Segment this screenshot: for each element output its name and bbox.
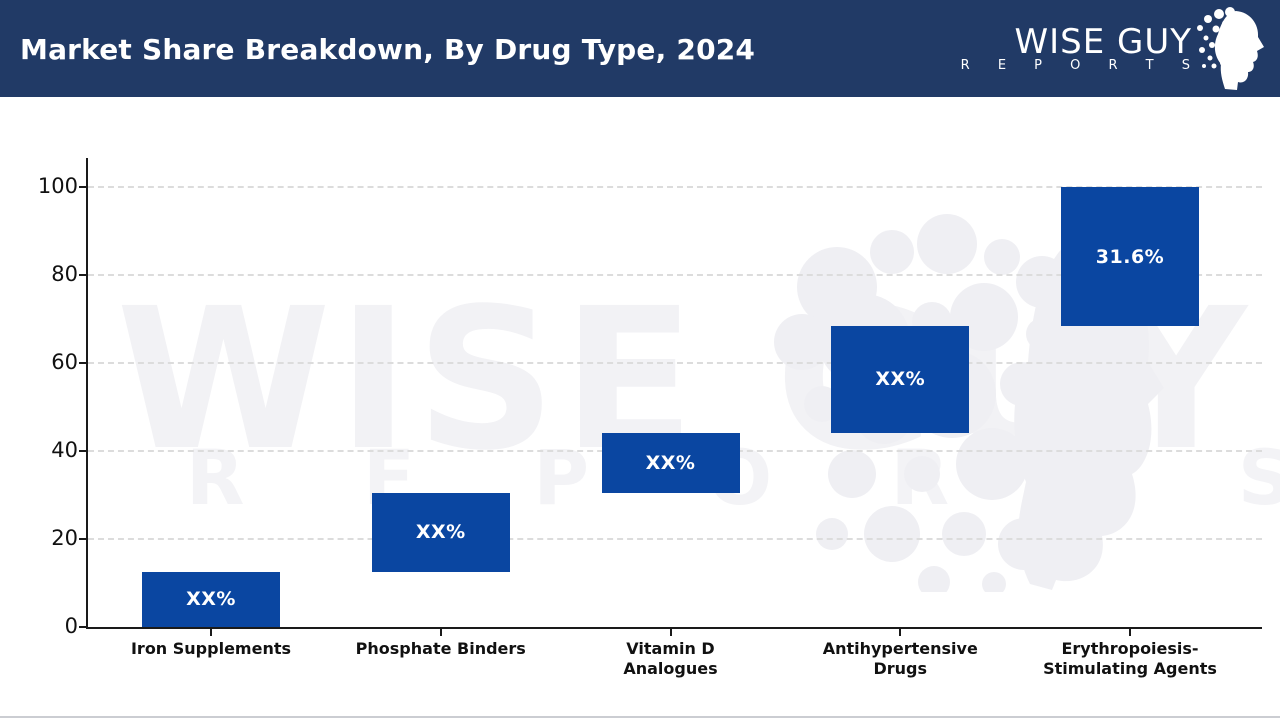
category-label-line: Stimulating Agents (1043, 659, 1217, 678)
category-label-iron-supplements: Iron Supplements (81, 639, 341, 659)
brand-logo: WISE GUY R E P O R T S (961, 0, 1266, 97)
y-tick-mark-100 (79, 186, 88, 188)
bar-iron-supplements: XX% (142, 571, 280, 627)
category-label-line: Iron Supplements (130, 639, 292, 658)
bar-value-label-vitamin-d-analogues: XX% (645, 451, 696, 474)
page-title: Market Share Breakdown, By Drug Type, 20… (20, 33, 756, 66)
bar-value-label-antihypertensive-drugs: XX% (875, 368, 926, 391)
bar-erythropoiesis-stimulating-agents: 31.6% (1061, 187, 1199, 327)
y-tick-mark-20 (79, 538, 88, 540)
bar-value-label-iron-supplements: XX% (186, 588, 236, 611)
x-tick-mark-erythropoiesis-stimulating-agents (1129, 629, 1131, 636)
y-tick-label-60: 60 (51, 350, 78, 374)
gridline-20 (88, 538, 1262, 540)
brand-logo-subtitle: R E P O R T S (960, 58, 1202, 73)
chart-plot-area: 0 20 40 60 80 100 XX% Iron Supplements XX% Phosph… (0, 97, 1280, 707)
category-label-line: Phosphate Binders (355, 639, 526, 658)
y-tick-mark-80 (79, 274, 88, 276)
y-tick-label-20: 20 (51, 526, 78, 550)
bar-vitamin-d-analogues: XX% (601, 432, 740, 494)
category-label-vitamin-d-analogues: Vitamin D Analogues (541, 639, 801, 679)
category-label-erythropoiesis-stimulating-agents: Erythropoiesis- Stimulating Agents (1000, 639, 1260, 679)
y-tick-label-0: 0 (64, 614, 78, 638)
x-tick-mark-iron-supplements (210, 629, 212, 636)
gridline-80 (88, 274, 1262, 276)
gridline-100 (88, 186, 1262, 188)
gridline-60 (88, 362, 1262, 364)
category-label-line: Drugs (873, 659, 928, 678)
header-band: Market Share Breakdown, By Drug Type, 20… (0, 0, 1280, 97)
x-axis-line (86, 627, 1262, 629)
footer-divider (0, 716, 1280, 718)
brand-logo-name: WISE GUY (1014, 22, 1192, 62)
bar-phosphate-binders: XX% (371, 493, 510, 572)
y-tick-mark-60 (79, 362, 88, 364)
head-profile-logo-icon (1197, 7, 1264, 90)
category-label-line: Erythropoiesis- (1061, 639, 1199, 658)
y-tick-label-100: 100 (37, 174, 78, 198)
bar-antihypertensive-drugs: XX% (831, 326, 970, 433)
y-tick-label-40: 40 (51, 438, 78, 462)
y-tick-mark-0 (79, 626, 88, 628)
category-label-antihypertensive-drugs: Antihypertensive Drugs (770, 639, 1030, 679)
x-tick-mark-phosphate-binders (439, 629, 442, 636)
y-axis-line (86, 158, 88, 629)
bar-value-label-erythropoiesis-stimulating-agents: 31.6% (1095, 245, 1165, 268)
category-label-line: Vitamin D (626, 639, 715, 658)
y-tick-mark-40 (79, 450, 88, 452)
y-tick-label-80: 80 (51, 262, 78, 286)
x-tick-mark-vitamin-d-analogues (669, 629, 672, 636)
category-label-line: Analogues (623, 659, 718, 678)
bar-value-label-phosphate-binders: XX% (415, 521, 466, 544)
category-label-line: Antihypertensive (822, 639, 978, 658)
x-tick-mark-antihypertensive-drugs (899, 629, 902, 636)
category-label-phosphate-binders: Phosphate Binders (311, 639, 571, 659)
